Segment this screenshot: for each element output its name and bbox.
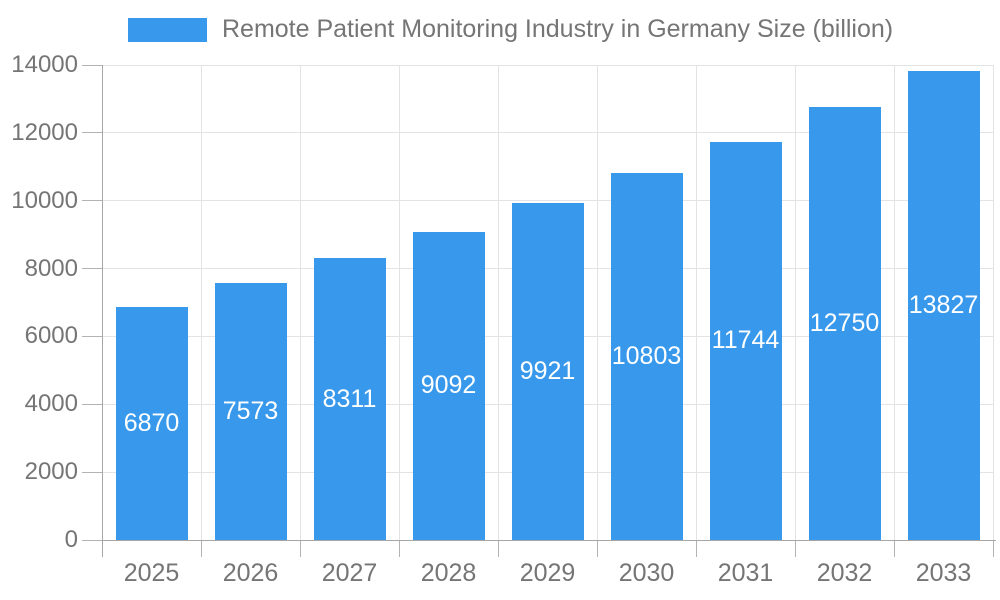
x-axis-tick bbox=[200, 540, 202, 557]
y-axis-tick bbox=[82, 403, 102, 405]
y-axis-tick bbox=[82, 200, 102, 202]
x-axis-label: 2030 bbox=[618, 559, 675, 587]
bar[interactable]: 9092 bbox=[412, 231, 485, 540]
legend-label: Remote Patient Monitoring Industry in Ge… bbox=[222, 15, 894, 43]
y-axis-tick bbox=[82, 64, 102, 66]
x-axis-tick bbox=[695, 540, 697, 557]
bar[interactable]: 12750 bbox=[808, 107, 881, 540]
y-axis-label: 10000 bbox=[11, 186, 78, 214]
y-axis-label: 14000 bbox=[11, 51, 78, 78]
bar[interactable]: 7573 bbox=[214, 283, 287, 540]
x-axis-label: 2033 bbox=[915, 559, 972, 587]
y-axis-tick bbox=[82, 471, 102, 473]
grid-line-vertical bbox=[893, 65, 895, 540]
bar[interactable]: 10803 bbox=[610, 173, 683, 540]
x-axis-label: 2029 bbox=[519, 559, 576, 587]
y-axis-label: 6000 bbox=[24, 322, 78, 350]
bar[interactable]: 8311 bbox=[313, 258, 386, 540]
bar-value-label: 10803 bbox=[611, 342, 682, 371]
y-axis-label: 12000 bbox=[11, 118, 78, 146]
y-axis-label: 2000 bbox=[24, 458, 78, 486]
bar[interactable]: 9921 bbox=[511, 203, 584, 540]
y-axis-tick bbox=[82, 132, 102, 134]
y-axis-tick bbox=[82, 539, 102, 541]
x-axis-tick bbox=[398, 540, 400, 557]
grid-line-vertical bbox=[497, 65, 499, 540]
y-axis-tick bbox=[82, 335, 102, 337]
y-axis-tick bbox=[82, 268, 102, 270]
grid-line-vertical bbox=[794, 65, 796, 540]
bar-value-label: 11744 bbox=[711, 326, 780, 355]
bar-value-label: 6870 bbox=[123, 408, 180, 437]
legend-swatch-icon bbox=[128, 17, 207, 42]
grid-line-horizontal bbox=[102, 64, 993, 66]
grid-line-vertical bbox=[596, 65, 598, 540]
y-axis-label: 0 bbox=[64, 526, 78, 553]
x-axis-label: 2032 bbox=[816, 559, 873, 587]
y-axis-line bbox=[102, 65, 103, 557]
x-axis-label: 2026 bbox=[222, 559, 279, 587]
grid-line-horizontal bbox=[102, 200, 993, 202]
bar-value-label: 9092 bbox=[420, 371, 477, 400]
x-axis-tick bbox=[992, 540, 994, 557]
bar[interactable]: 13827 bbox=[907, 70, 980, 540]
x-axis-label: 2031 bbox=[717, 559, 774, 587]
x-axis-tick bbox=[794, 540, 796, 557]
bar[interactable]: 6870 bbox=[115, 306, 188, 540]
bar-value-label: 9921 bbox=[519, 357, 576, 386]
y-axis-label: 4000 bbox=[24, 390, 78, 418]
grid-line-vertical bbox=[695, 65, 697, 540]
grid-line-horizontal bbox=[102, 132, 993, 134]
x-axis-tick bbox=[497, 540, 499, 557]
x-axis-line bbox=[102, 540, 996, 541]
grid-line-vertical bbox=[398, 65, 400, 540]
y-axis-label: 8000 bbox=[24, 254, 78, 282]
bar-value-label: 8311 bbox=[322, 384, 377, 413]
x-axis-label: 2028 bbox=[420, 559, 477, 587]
x-axis-label: 2025 bbox=[123, 559, 180, 587]
x-axis-tick bbox=[596, 540, 598, 557]
x-axis-tick bbox=[299, 540, 301, 557]
bar-value-label: 13827 bbox=[908, 290, 979, 319]
grid-line-vertical bbox=[992, 65, 994, 540]
x-axis-label: 2027 bbox=[321, 559, 378, 587]
bar-value-label: 12750 bbox=[809, 309, 880, 338]
grid-line-vertical bbox=[200, 65, 202, 540]
bar-value-label: 7573 bbox=[222, 397, 279, 426]
grid-line-vertical bbox=[299, 65, 301, 540]
legend-item[interactable]: Remote Patient Monitoring Industry in Ge… bbox=[128, 17, 893, 42]
x-axis-tick bbox=[893, 540, 895, 557]
bar[interactable]: 11744 bbox=[709, 141, 782, 540]
